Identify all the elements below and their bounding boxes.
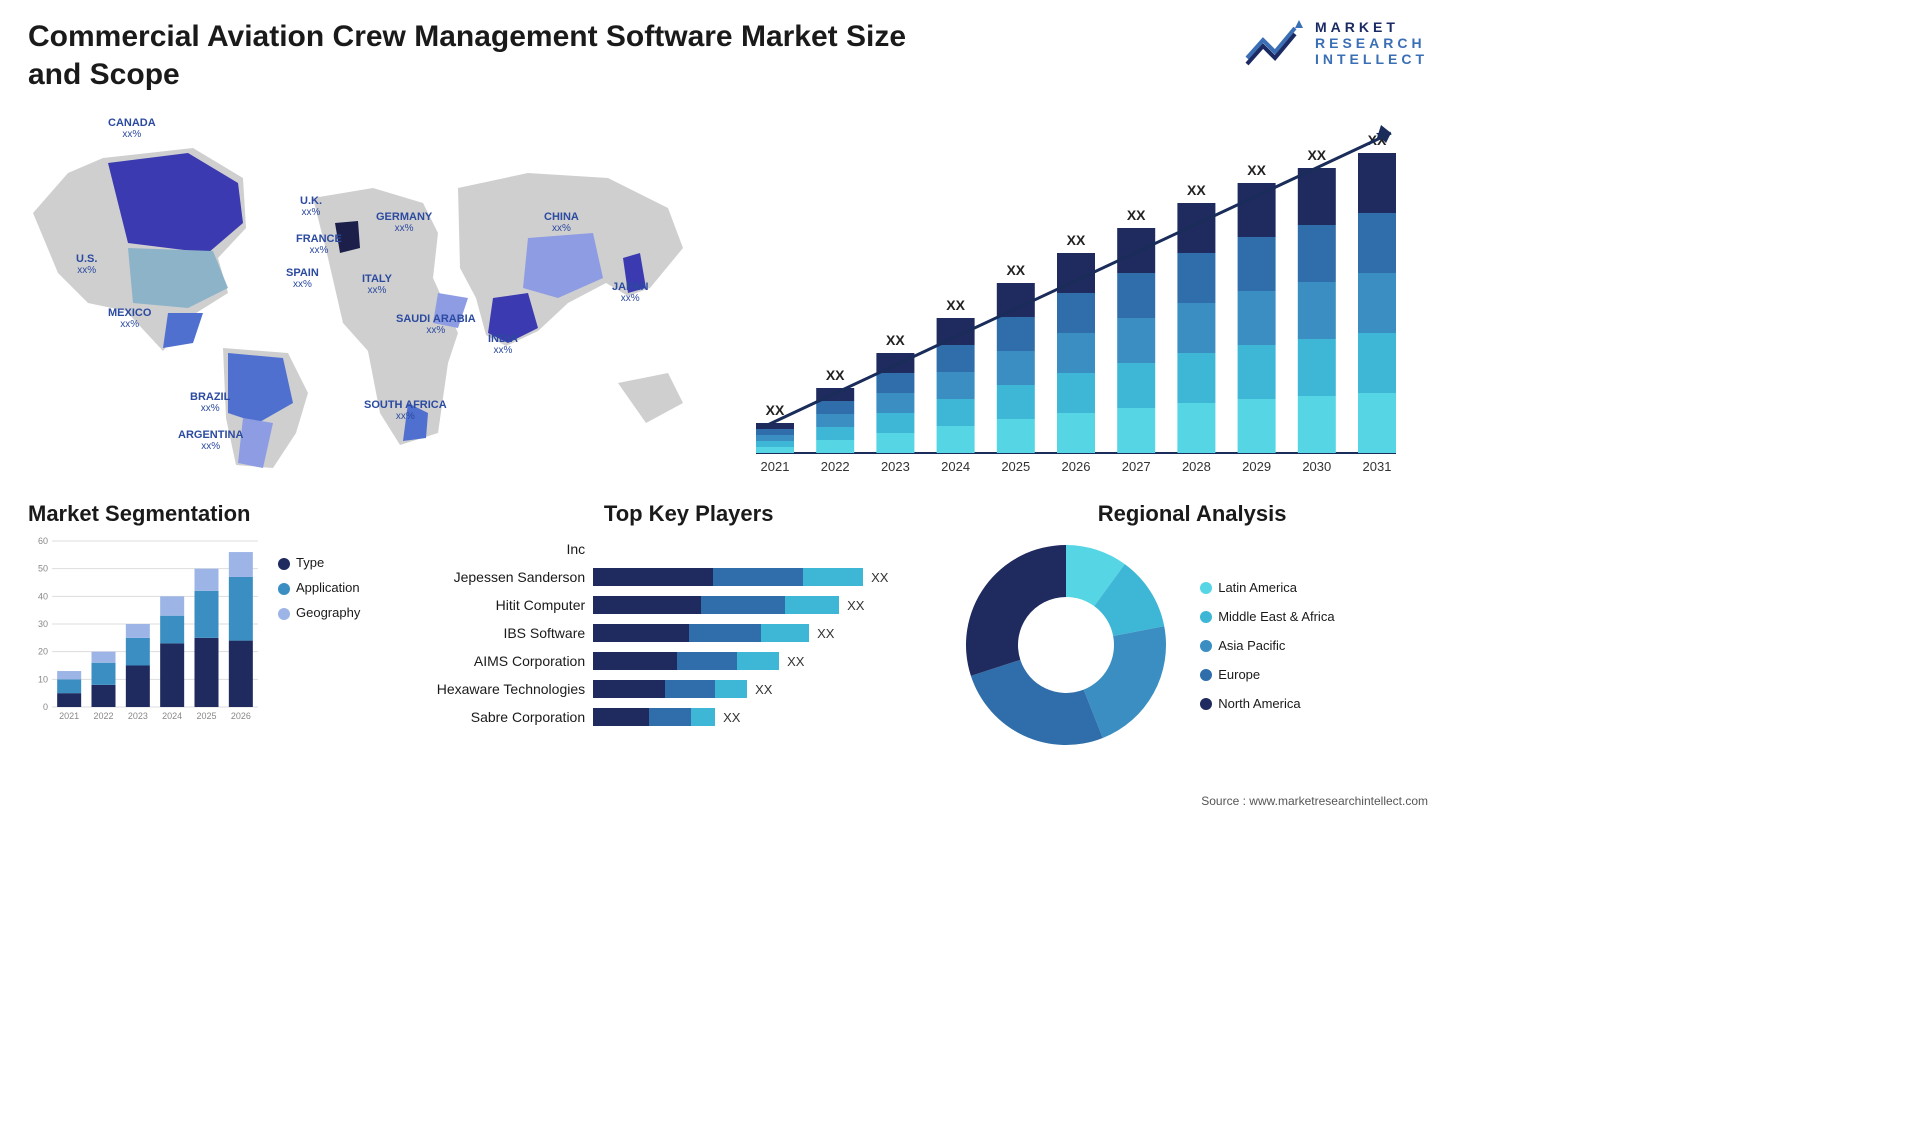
player-row: Jepessen SandersonXX [433, 563, 944, 591]
segmentation-legend: Type Application Geography [278, 555, 360, 725]
market-size-bar-chart: 2021 XX 2022 XX 2023 XX 2024 XX 2025 XX 2026 XX 2027… [726, 103, 1396, 483]
logo-line3: INTELLECT [1315, 51, 1428, 67]
svg-text:2023: 2023 [128, 711, 148, 721]
regional-title: Regional Analysis [956, 501, 1428, 527]
page-title: Commercial Aviation Crew Management Soft… [28, 18, 928, 93]
map-label-u.k.: U.K.xx% [300, 195, 322, 218]
map-label-italy: ITALYxx% [362, 273, 392, 296]
players-title: Top Key Players [433, 501, 944, 527]
svg-text:XX: XX [1307, 147, 1326, 163]
svg-text:XX: XX [1247, 162, 1266, 178]
player-row: Hitit ComputerXX [433, 591, 944, 619]
seg-legend-item: Application [278, 580, 360, 595]
regional-legend: Latin America Middle East & Africa Asia Pa… [1200, 580, 1334, 711]
svg-text:2029: 2029 [1242, 459, 1271, 474]
svg-text:50: 50 [38, 564, 48, 574]
svg-text:XX: XX [1006, 262, 1025, 278]
svg-text:2026: 2026 [231, 711, 251, 721]
svg-text:XX: XX [946, 297, 965, 313]
svg-text:2021: 2021 [59, 711, 79, 721]
map-label-saudi-arabia: SAUDI ARABIAxx% [396, 313, 476, 336]
map-label-spain: SPAINxx% [286, 267, 319, 290]
svg-text:2024: 2024 [162, 711, 182, 721]
map-label-argentina: ARGENTINAxx% [178, 429, 243, 452]
svg-text:2030: 2030 [1302, 459, 1331, 474]
svg-text:XX: XX [1187, 182, 1206, 198]
svg-text:2024: 2024 [941, 459, 970, 474]
logo-line1: MARKET [1315, 19, 1428, 35]
world-map: CANADAxx% U.S.xx% MEXICOxx% BRAZILxx% ARGENT… [28, 103, 708, 483]
svg-text:2031: 2031 [1363, 459, 1392, 474]
player-row: Hexaware TechnologiesXX [433, 675, 944, 703]
player-row: Sabre CorporationXX [433, 703, 944, 731]
map-label-india: INDIAxx% [488, 333, 518, 356]
segmentation-title: Market Segmentation [28, 501, 421, 527]
svg-text:XX: XX [1067, 232, 1086, 248]
map-label-mexico: MEXICOxx% [108, 307, 151, 330]
map-label-france: FRANCExx% [296, 233, 342, 256]
svg-text:XX: XX [766, 402, 785, 418]
svg-text:10: 10 [38, 674, 48, 684]
players-bar-chart: IncJepessen SandersonXXHitit ComputerXXI… [433, 535, 944, 731]
svg-text:XX: XX [1127, 207, 1146, 223]
source-text: Source : www.marketresearchintellect.com [1201, 794, 1428, 808]
svg-text:XX: XX [886, 332, 905, 348]
svg-text:2021: 2021 [761, 459, 790, 474]
map-label-south-africa: SOUTH AFRICAxx% [364, 399, 447, 422]
svg-text:2025: 2025 [196, 711, 216, 721]
regional-legend-item: Middle East & Africa [1200, 609, 1334, 624]
map-label-china: CHINAxx% [544, 211, 579, 234]
svg-text:2027: 2027 [1122, 459, 1151, 474]
seg-legend-item: Geography [278, 605, 360, 620]
logo-line2: RESEARCH [1315, 35, 1428, 51]
segmentation-chart: 0 10 20 30 40 50 60 2021 2022 2023 2024 2025 2026 [28, 535, 258, 725]
regional-donut-chart [956, 535, 1176, 755]
map-label-japan: JAPANxx% [612, 281, 648, 304]
svg-text:30: 30 [38, 619, 48, 629]
svg-text:2023: 2023 [881, 459, 910, 474]
map-label-germany: GERMANYxx% [376, 211, 432, 234]
svg-text:60: 60 [38, 536, 48, 546]
regional-legend-item: Europe [1200, 667, 1334, 682]
svg-text:2026: 2026 [1062, 459, 1091, 474]
map-label-canada: CANADAxx% [108, 117, 156, 140]
svg-text:20: 20 [38, 647, 48, 657]
player-row: IBS SoftwareXX [433, 619, 944, 647]
brand-logo: MARKET RESEARCH INTELLECT [1245, 18, 1428, 68]
seg-legend-item: Type [278, 555, 360, 570]
svg-text:40: 40 [38, 591, 48, 601]
svg-text:2022: 2022 [821, 459, 850, 474]
regional-legend-item: Asia Pacific [1200, 638, 1334, 653]
map-label-u.s.: U.S.xx% [76, 253, 97, 276]
svg-text:2028: 2028 [1182, 459, 1211, 474]
player-row: AIMS CorporationXX [433, 647, 944, 675]
map-label-brazil: BRAZILxx% [190, 391, 230, 414]
regional-legend-item: North America [1200, 696, 1334, 711]
logo-icon [1245, 18, 1305, 68]
svg-text:XX: XX [826, 367, 845, 383]
player-row: Inc [433, 535, 944, 563]
svg-text:2025: 2025 [1001, 459, 1030, 474]
regional-legend-item: Latin America [1200, 580, 1334, 595]
svg-text:2022: 2022 [93, 711, 113, 721]
svg-text:0: 0 [43, 702, 48, 712]
